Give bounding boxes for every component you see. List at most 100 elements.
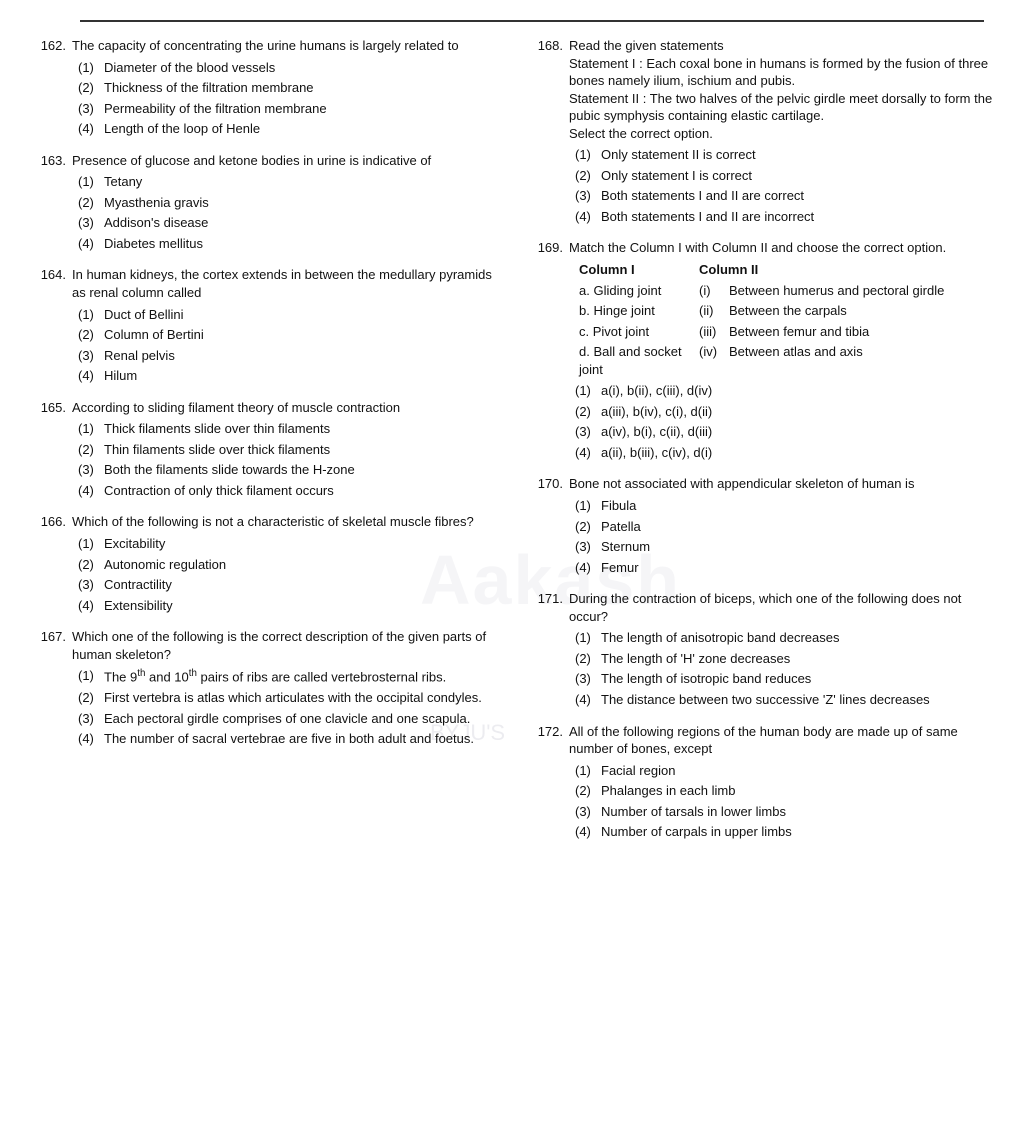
option-text: Number of carpals in upper limbs	[601, 823, 792, 841]
top-rule	[80, 20, 984, 22]
option-text: Myasthenia gravis	[104, 194, 209, 212]
question-168: 168. Read the given statements Statement…	[527, 37, 994, 225]
option-num: (1)	[575, 762, 601, 780]
option-num: (1)	[575, 497, 601, 515]
option-text: The distance between two successive 'Z' …	[601, 691, 930, 709]
question-text: According to sliding filament theory of …	[72, 400, 400, 415]
option-text: Thickness of the filtration membrane	[104, 79, 314, 97]
question-number: 165.	[30, 399, 72, 500]
match-left: b. Hinge joint	[579, 302, 699, 320]
option-text: The length of 'H' zone decreases	[601, 650, 790, 668]
option: (4)Extensibility	[72, 597, 497, 615]
column-header-2: Column II	[699, 261, 758, 279]
option: (1)Only statement II is correct	[569, 146, 994, 164]
question-171: 171. During the contraction of biceps, w…	[527, 590, 994, 708]
question-text: The capacity of concentrating the urine …	[72, 38, 459, 53]
match-right: Between humerus and pectoral girdle	[729, 282, 994, 300]
option-num: (2)	[575, 518, 601, 536]
match-row: b. Hinge joint (ii) Between the carpals	[579, 302, 994, 320]
option-text: a(iii), b(iv), c(i), d(ii)	[601, 403, 712, 421]
option-text: Femur	[601, 559, 639, 577]
option-text: Phalanges in each limb	[601, 782, 735, 800]
question-text: Bone not associated with appendicular sk…	[569, 476, 914, 491]
question-text: Match the Column I with Column II and ch…	[569, 240, 946, 255]
option: (2)a(iii), b(iv), c(i), d(ii)	[569, 403, 994, 421]
question-text: In human kidneys, the cortex extends in …	[72, 267, 492, 300]
option-num: (2)	[575, 403, 601, 421]
option-num: (4)	[575, 691, 601, 709]
option: (4)Diabetes mellitus	[72, 235, 497, 253]
option-text: Diameter of the blood vessels	[104, 59, 275, 77]
option-num: (2)	[78, 689, 104, 707]
question-number: 171.	[527, 590, 569, 708]
option-text: Number of tarsals in lower limbs	[601, 803, 786, 821]
match-row: d. Ball and socket joint (iv) Between at…	[579, 343, 994, 378]
option-num: (4)	[78, 367, 104, 385]
option: (3)Both the filaments slide towards the …	[72, 461, 497, 479]
option-num: (4)	[78, 482, 104, 500]
option-text: The length of anisotropic band decreases	[601, 629, 840, 647]
option-text: First vertebra is atlas which articulate…	[104, 689, 482, 707]
option-text: Contractility	[104, 576, 172, 594]
question-number: 164.	[30, 266, 72, 384]
option-num: (1)	[78, 173, 104, 191]
question-number: 162.	[30, 37, 72, 138]
option-num: (1)	[575, 146, 601, 164]
match-left: d. Ball and socket joint	[579, 343, 699, 378]
option: (4)a(ii), b(iii), c(iv), d(i)	[569, 444, 994, 462]
option: (4)Femur	[569, 559, 994, 577]
option: (1)Duct of Bellini	[72, 306, 497, 324]
option-text: Contraction of only thick filament occur…	[104, 482, 334, 500]
option: (3)a(iv), b(i), c(ii), d(iii)	[569, 423, 994, 441]
select-prompt: Select the correct option.	[569, 125, 994, 143]
option-num: (2)	[78, 326, 104, 344]
option-text: a(iv), b(i), c(ii), d(iii)	[601, 423, 712, 441]
option-num: (4)	[78, 235, 104, 253]
question-164: 164. In human kidneys, the cortex extend…	[30, 266, 497, 384]
option: (2)Autonomic regulation	[72, 556, 497, 574]
option-num: (4)	[575, 208, 601, 226]
question-number: 167.	[30, 628, 72, 748]
option: (2)Myasthenia gravis	[72, 194, 497, 212]
option-num: (4)	[78, 120, 104, 138]
option-text: The 9th and 10th pairs of ribs are calle…	[104, 667, 446, 686]
question-text: All of the following regions of the huma…	[569, 724, 958, 757]
match-row: a. Gliding joint (i) Between humerus and…	[579, 282, 994, 300]
option-text: Tetany	[104, 173, 142, 191]
option-text: The number of sacral vertebrae are five …	[104, 730, 474, 748]
option: (2)Column of Bertini	[72, 326, 497, 344]
option-text: Column of Bertini	[104, 326, 204, 344]
question-166: 166. Which of the following is not a cha…	[30, 513, 497, 614]
option: (2)Thickness of the filtration membrane	[72, 79, 497, 97]
match-roman: (i)	[699, 282, 729, 300]
option-num: (1)	[78, 667, 104, 686]
question-text: Presence of glucose and ketone bodies in…	[72, 153, 431, 168]
question-170: 170. Bone not associated with appendicul…	[527, 475, 994, 576]
option-text: Facial region	[601, 762, 675, 780]
question-number: 170.	[527, 475, 569, 576]
match-table: Column I Column II a. Gliding joint (i) …	[579, 261, 994, 378]
option-text: Autonomic regulation	[104, 556, 226, 574]
option: (1) The 9th and 10th pairs of ribs are c…	[72, 667, 497, 686]
option-text: Diabetes mellitus	[104, 235, 203, 253]
option-num: (3)	[575, 423, 601, 441]
option-num: (3)	[78, 576, 104, 594]
match-roman: (ii)	[699, 302, 729, 320]
option-num: (2)	[575, 782, 601, 800]
question-number: 172.	[527, 723, 569, 841]
option: (2)Thin filaments slide over thick filam…	[72, 441, 497, 459]
option-text: Fibula	[601, 497, 636, 515]
option-text: Hilum	[104, 367, 137, 385]
option: (3)Each pectoral girdle comprises of one…	[72, 710, 497, 728]
statement-1: Statement I : Each coxal bone in humans …	[569, 55, 994, 90]
option-text: Duct of Bellini	[104, 306, 183, 324]
option: (3)Addison's disease	[72, 214, 497, 232]
option-text: The length of isotropic band reduces	[601, 670, 811, 688]
option-num: (3)	[575, 187, 601, 205]
question-169: 169. Match the Column I with Column II a…	[527, 239, 994, 461]
option: (4)The number of sacral vertebrae are fi…	[72, 730, 497, 748]
question-number: 169.	[527, 239, 569, 461]
option: (3)Contractility	[72, 576, 497, 594]
option-text: a(ii), b(iii), c(iv), d(i)	[601, 444, 712, 462]
match-right: Between atlas and axis	[729, 343, 994, 378]
